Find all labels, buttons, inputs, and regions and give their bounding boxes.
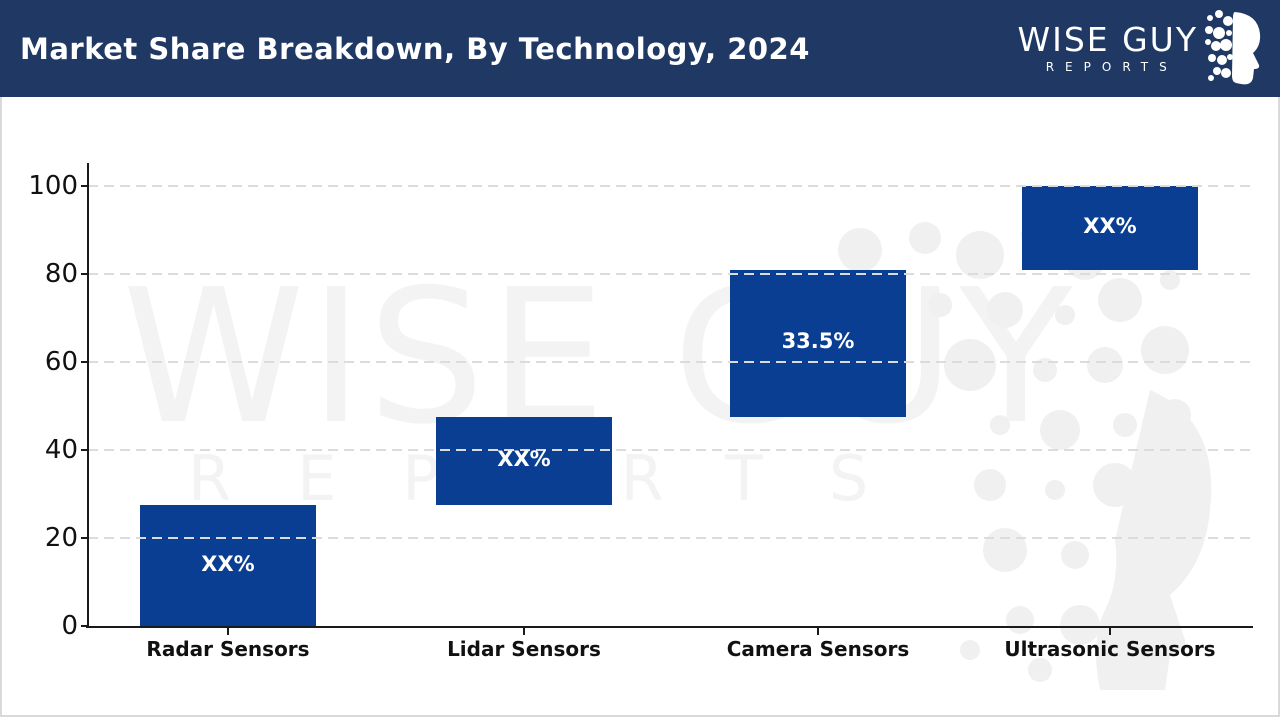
x-tick-2 [817, 628, 819, 635]
x-axis-line [86, 626, 1253, 628]
x-tick-label-3: Ultrasonic Sensors [1004, 637, 1216, 661]
gridline-20 [88, 537, 1252, 539]
x-tick-label-2: Camera Sensors [726, 637, 910, 661]
y-tick-label-40: 40 [44, 435, 78, 465]
bar-lidar-sensors [436, 417, 612, 505]
gridline-80 [88, 273, 1252, 275]
brand-logo: WISE GUY REPORTS [1017, 8, 1264, 88]
y-tick-40 [81, 449, 88, 451]
bar-camera-sensors [730, 269, 906, 417]
x-tick-label-0: Radar Sensors [146, 637, 310, 661]
gridline-40 [88, 449, 1252, 451]
y-tick-label-60: 60 [44, 347, 78, 377]
bar-value-label: XX% [201, 551, 255, 576]
y-tick-60 [81, 361, 88, 363]
bar-radar-sensors [140, 505, 316, 626]
y-tick-20 [81, 537, 88, 539]
chart-title: Market Share Breakdown, By Technology, 2… [20, 31, 810, 66]
y-tick-label-20: 20 [44, 523, 78, 553]
x-tick-label-1: Lidar Sensors [447, 637, 601, 661]
brand-name: WISE GUY [1017, 20, 1198, 59]
x-tick-1 [523, 628, 525, 635]
bar-value-label: 33.5% [781, 329, 855, 354]
y-tick-100 [81, 185, 88, 187]
x-tick-0 [227, 628, 229, 635]
y-tick-label-0: 0 [61, 611, 78, 641]
gridline-60 [88, 361, 1252, 363]
bar-ultrasonic-sensors [1022, 186, 1198, 270]
y-tick-80 [81, 273, 88, 275]
header-bar: Market Share Breakdown, By Technology, 2… [0, 0, 1280, 97]
y-tick-label-80: 80 [44, 259, 78, 289]
y-axis-line [87, 163, 89, 628]
gridline-100 [88, 185, 1252, 187]
brand-subtitle: REPORTS [1045, 60, 1178, 74]
bar-value-label: XX% [497, 447, 551, 471]
brand-head-icon [1205, 10, 1261, 85]
y-tick-0 [81, 625, 88, 627]
x-tick-3 [1109, 628, 1111, 635]
bar-value-label: XX% [1083, 213, 1137, 238]
y-tick-label-100: 100 [28, 171, 78, 201]
brand-logo-text: WISE GUY REPORTS [1017, 20, 1198, 75]
